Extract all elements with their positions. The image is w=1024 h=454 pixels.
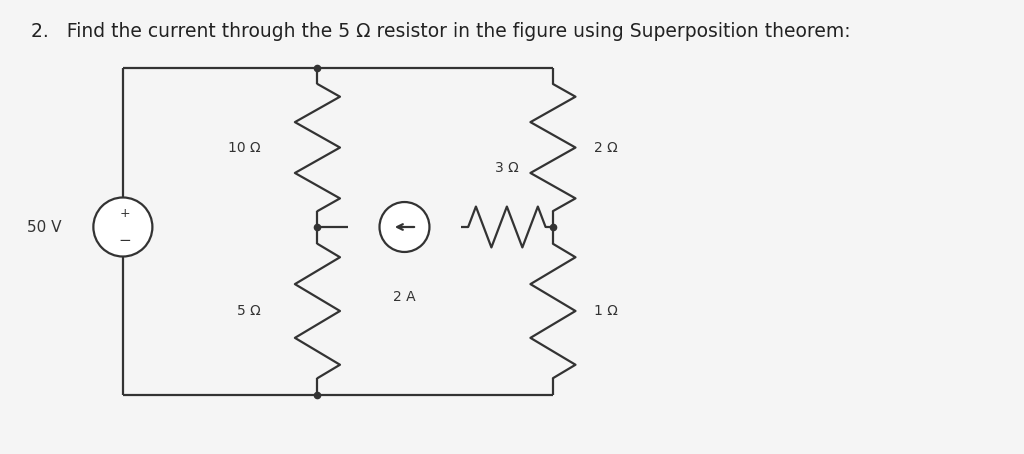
Text: −: − <box>119 233 131 248</box>
Text: 5 Ω: 5 Ω <box>238 304 261 318</box>
Text: 1 Ω: 1 Ω <box>594 304 617 318</box>
Text: 2 Ω: 2 Ω <box>594 141 617 154</box>
Text: +: + <box>120 207 130 220</box>
Text: 2 A: 2 A <box>393 291 416 304</box>
Text: 2.   Find the current through the 5 Ω resistor in the figure using Superposition: 2. Find the current through the 5 Ω resi… <box>31 22 850 41</box>
Text: 50 V: 50 V <box>27 219 61 235</box>
Circle shape <box>93 197 153 257</box>
Circle shape <box>380 202 429 252</box>
Text: 3 Ω: 3 Ω <box>495 161 519 175</box>
Text: 10 Ω: 10 Ω <box>228 141 261 154</box>
